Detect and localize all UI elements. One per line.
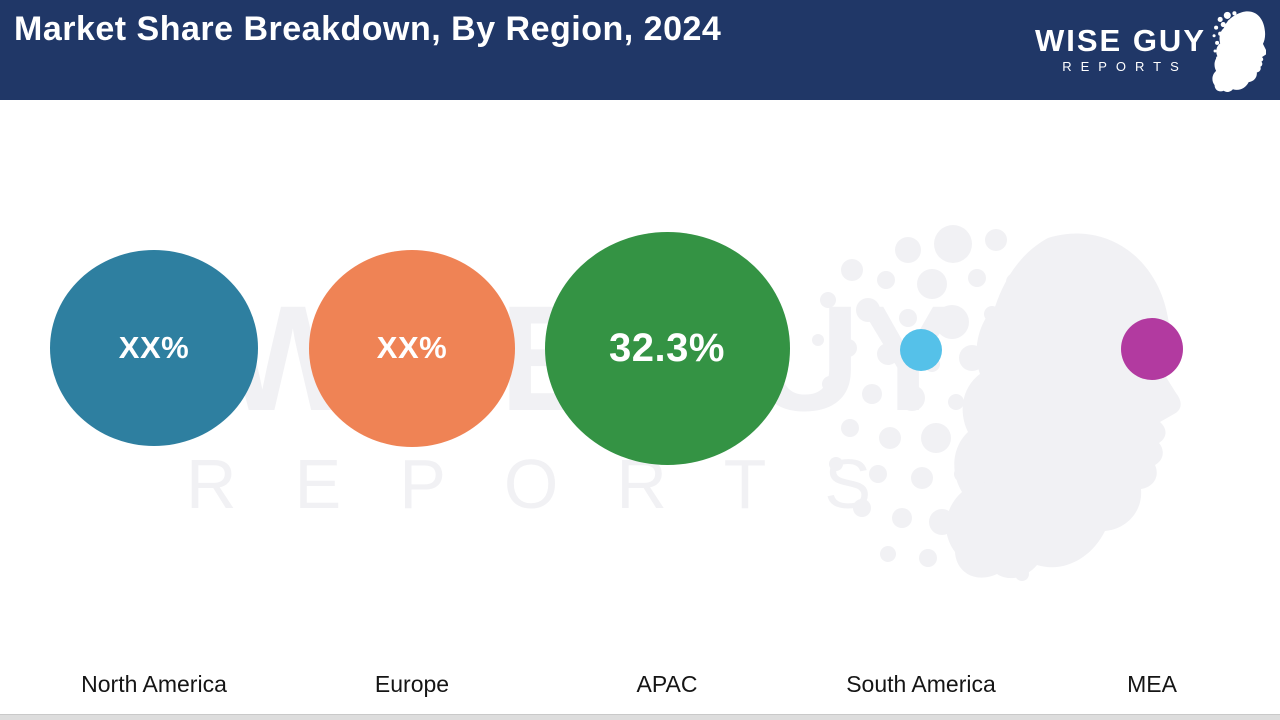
category-label-south-america: South America (846, 671, 996, 697)
bubble-value-label: XX% (376, 330, 448, 365)
page-title: Market Share Breakdown, By Region, 2024 (14, 10, 722, 48)
brand-head-icon (1212, 11, 1266, 92)
bubble-value-label: 32.3% (609, 325, 725, 370)
category-label-apac: APAC (636, 671, 698, 697)
brand-wordmark: WISE GUY REPORTS (1034, 22, 1206, 75)
category-label-north-america: North America (81, 671, 227, 697)
brand-logo: WISE GUY REPORTS (1035, 6, 1266, 94)
bubble-south-america (900, 329, 942, 371)
bubble-mea (1121, 318, 1183, 380)
bubble-apac: 32.3% (544, 231, 790, 465)
bubble-europe: XX% (309, 249, 515, 447)
header-bar: Market Share Breakdown, By Region, 2024 … (0, 0, 1280, 100)
watermark-head-icon (812, 225, 1181, 581)
category-label-europe: Europe (374, 671, 450, 697)
watermark-reports-text: REPORTS (186, 445, 930, 523)
footer-strip (0, 714, 1280, 720)
bubble-north-america: XX% (50, 250, 258, 446)
category-label-mea: MEA (1127, 671, 1177, 697)
brand-name-text: WISE GUY (1034, 22, 1206, 58)
bubble-value-label: XX% (118, 330, 190, 365)
brand-subtitle-text: REPORTS (1062, 59, 1188, 75)
